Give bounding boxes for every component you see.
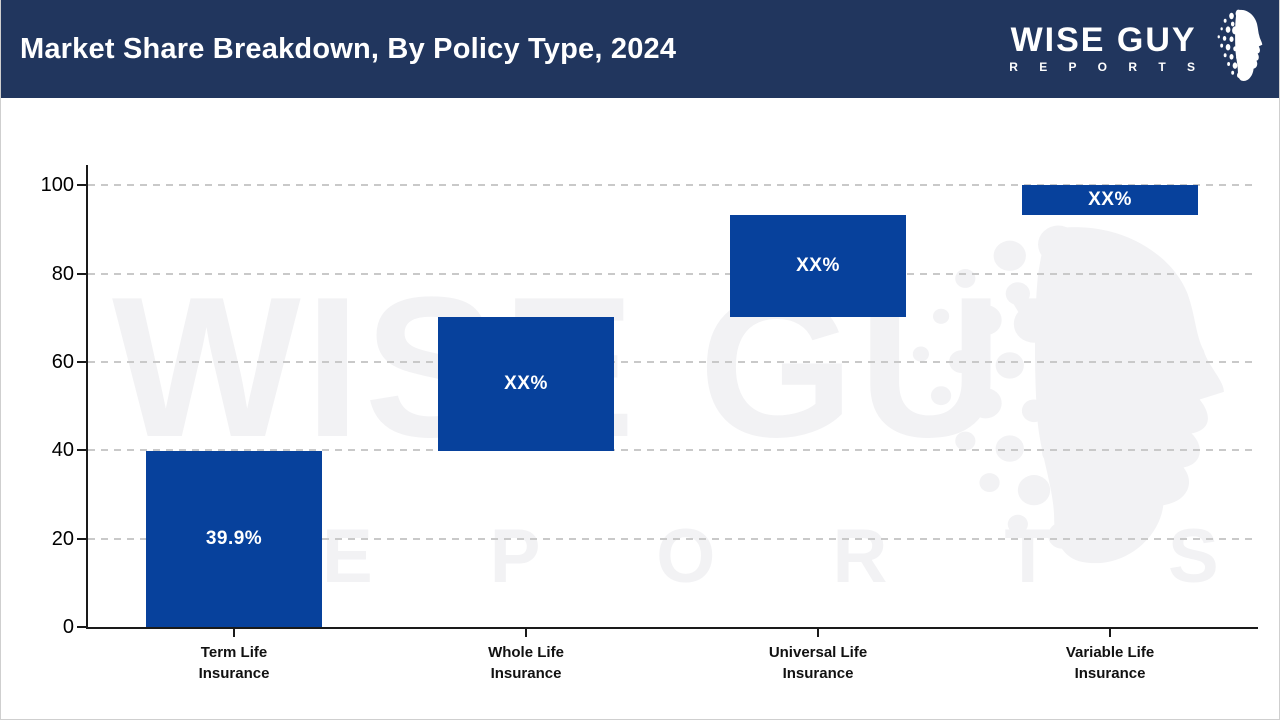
bar-value-label: XX% [1088, 189, 1132, 211]
x-axis-line [86, 627, 1258, 629]
bar-value-label: XX% [504, 372, 548, 394]
x-category-label: Whole Life Insurance [380, 642, 672, 684]
y-axis-line [86, 165, 88, 629]
bar-1: 39.9% [146, 450, 322, 627]
y-tick-label-20: 20 [51, 527, 74, 550]
x-category-label: Term Life Insurance [88, 642, 380, 684]
bar-value-label: XX% [796, 255, 840, 277]
chart-title: Market Share Breakdown, By Policy Type, … [20, 32, 677, 65]
logo-text: WISE GUY R E P O R T S [1003, 22, 1204, 74]
bar-4: XX% [1022, 185, 1198, 216]
gridline-60 [88, 360, 1258, 363]
gridline-100 [88, 184, 1258, 187]
y-tick-label-100: 100 [40, 174, 74, 197]
gridline-20 [88, 537, 1258, 540]
y-tick-label-80: 80 [51, 262, 74, 285]
x-category-label-line: Insurance [1074, 665, 1146, 682]
x-category-label-line: Insurance [198, 665, 270, 682]
bar-2: XX% [438, 316, 614, 451]
bar-3: XX% [730, 215, 906, 317]
x-category-label-line: Variable Life [1065, 644, 1155, 661]
watermark-subtitle: R E P O R T S [150, 514, 1267, 599]
y-tick-100 [77, 184, 86, 187]
x-category-label: Variable Life Insurance [964, 642, 1256, 684]
report-header: Market Share Breakdown, By Policy Type, … [0, 0, 1280, 98]
gridline-80 [88, 272, 1258, 275]
x-category-label-line: Universal Life [768, 644, 868, 661]
logo-face-icon [1206, 8, 1264, 88]
x-category-label-line: Insurance [782, 665, 854, 682]
y-tick-60 [77, 360, 86, 363]
y-tick-label-60: 60 [51, 350, 74, 373]
gridline-40 [88, 449, 1258, 452]
y-tick-20 [77, 537, 86, 540]
x-tick-1 [233, 629, 235, 637]
logo-subtitle: R E P O R T S [1009, 60, 1204, 74]
x-category-label-line: Insurance [490, 665, 562, 682]
y-tick-0 [77, 626, 86, 628]
wise-guy-reports-logo: WISE GUY R E P O R T S [1003, 8, 1264, 88]
logo-wordmark: WISE GUY [1010, 21, 1197, 59]
x-category-label: Universal Life Insurance [672, 642, 964, 684]
x-tick-3 [817, 629, 819, 637]
x-category-label-line: Whole Life [488, 644, 564, 661]
x-tick-4 [1109, 629, 1111, 637]
x-tick-2 [525, 629, 527, 637]
y-tick-label-0: 0 [62, 616, 74, 638]
y-tick-80 [77, 272, 86, 275]
bar-value-label: 39.9% [205, 527, 263, 549]
y-tick-label-40: 40 [51, 439, 74, 462]
y-tick-40 [77, 449, 86, 452]
x-category-label-line: Term Life [200, 644, 268, 661]
